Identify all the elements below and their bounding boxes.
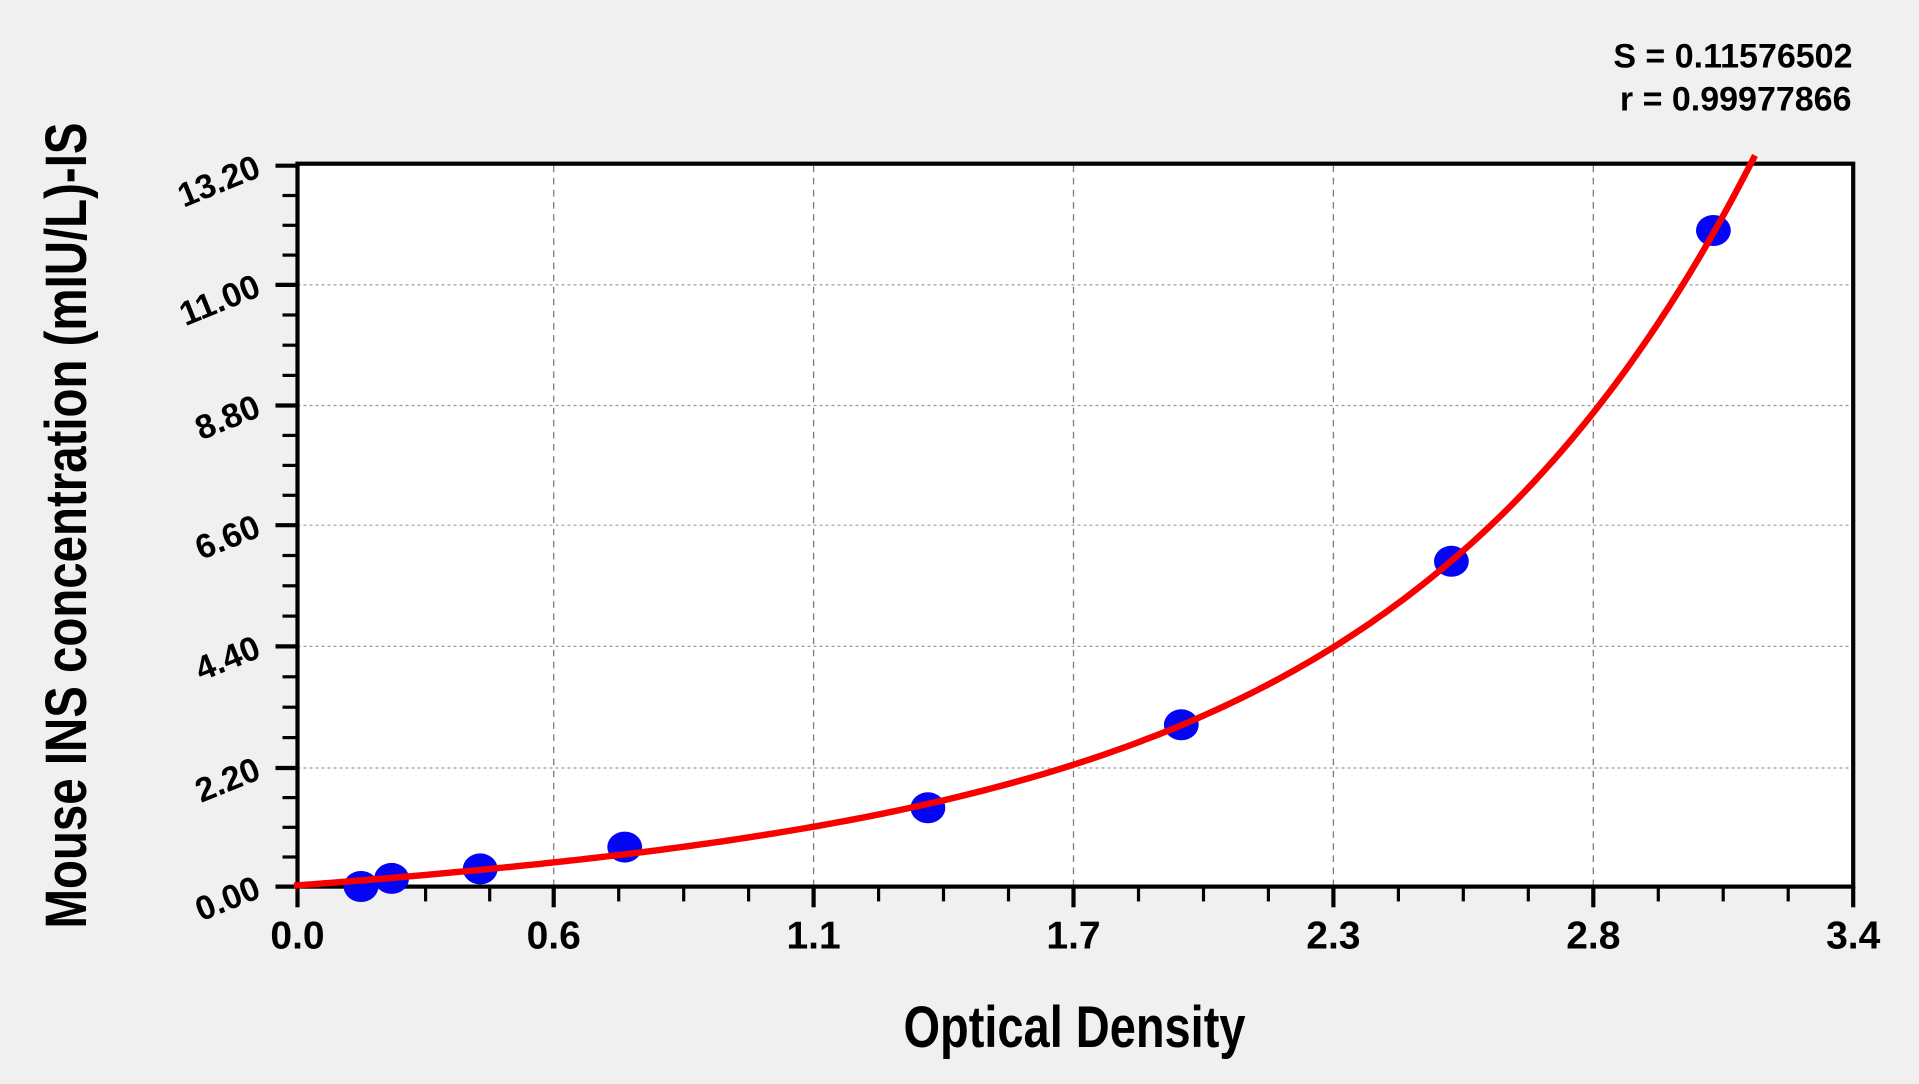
svg-text:2.8: 2.8 (1566, 915, 1620, 958)
svg-text:3.4: 3.4 (1826, 915, 1881, 958)
svg-text:Optical Density: Optical Density (904, 995, 1246, 1060)
svg-text:0.0: 0.0 (270, 915, 324, 958)
svg-text:2.3: 2.3 (1306, 915, 1360, 958)
svg-text:0.6: 0.6 (527, 915, 581, 958)
svg-text:r = 0.99977866: r = 0.99977866 (1620, 80, 1852, 118)
svg-text:1.7: 1.7 (1046, 915, 1100, 958)
svg-text:S = 0.11576502: S = 0.11576502 (1613, 37, 1852, 75)
svg-text:Mouse INS concentration (mIU/L: Mouse INS concentration (mIU/L)-IS (34, 123, 99, 929)
svg-text:1.1: 1.1 (786, 915, 840, 958)
